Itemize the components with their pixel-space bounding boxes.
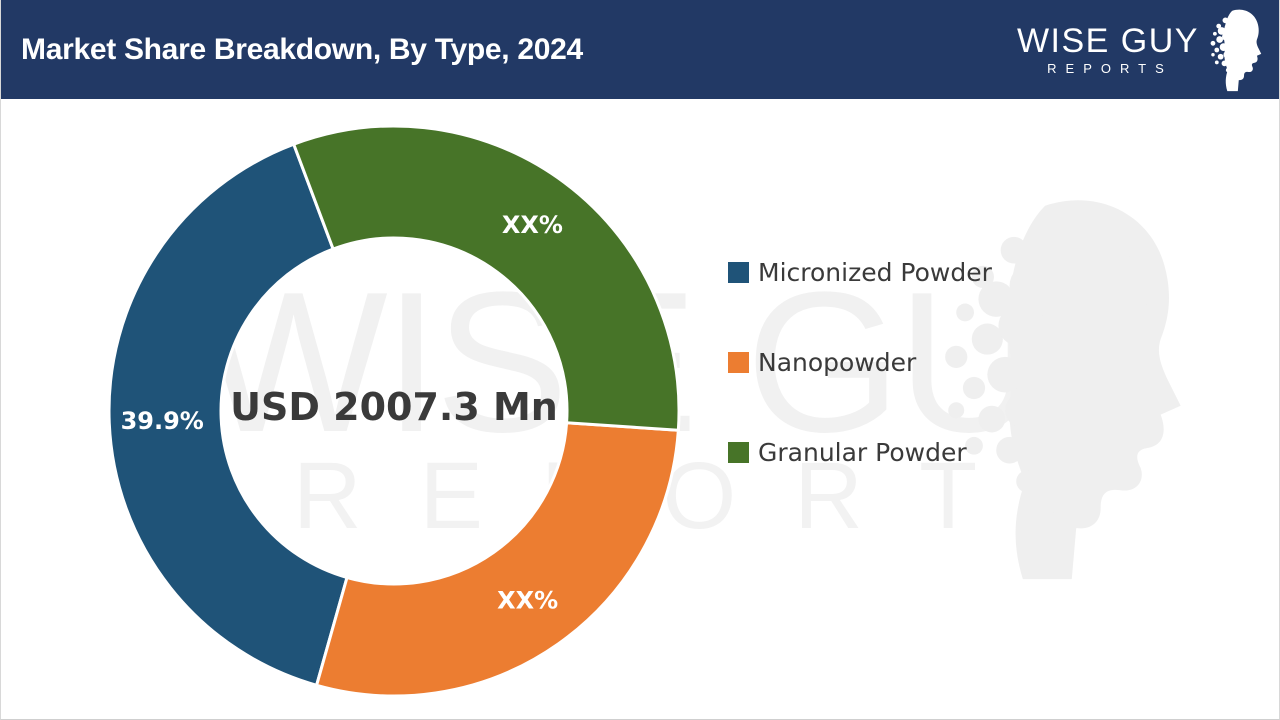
donut-slice-0 [107,142,349,687]
legend: Micronized Powder Nanopowder Granular Powd… [728,227,992,497]
legend-item-2: Granular Powder [728,407,992,497]
legend-item-1: Nanopowder [728,317,992,407]
slice-value-label-0: 39.9% [121,407,204,435]
slice-value-label-1: XX% [497,587,558,615]
legend-item-0: Micronized Powder [728,227,992,317]
header: Market Share Breakdown, By Type, 2024 WI… [1,0,1279,99]
legend-label: Micronized Powder [758,257,992,287]
donut-slice-1 [315,421,680,698]
donut-chart: 39.9% XX% XX% [107,124,681,698]
logo-subtitle: REPORTS [1047,60,1173,76]
legend-swatch-icon [728,441,749,463]
slice-value-label-2: XX% [502,211,563,239]
legend-label: Granular Powder [758,437,967,467]
page-title: Market Share Breakdown, By Type, 2024 [21,32,583,66]
legend-swatch-icon [728,351,749,373]
legend-label: Nanopowder [758,347,917,377]
brand-logo-text: WISE GUY REPORTS [1017,24,1199,76]
chart-center-value: USD 2007.3 Mn [230,385,558,429]
brand-logo: WISE GUY REPORTS [1017,7,1265,93]
donut-slice-2 [292,124,681,432]
logo-wordmark: WISE GUY [1016,21,1199,60]
logo-face-icon [1210,9,1262,91]
legend-swatch-icon [728,261,749,283]
